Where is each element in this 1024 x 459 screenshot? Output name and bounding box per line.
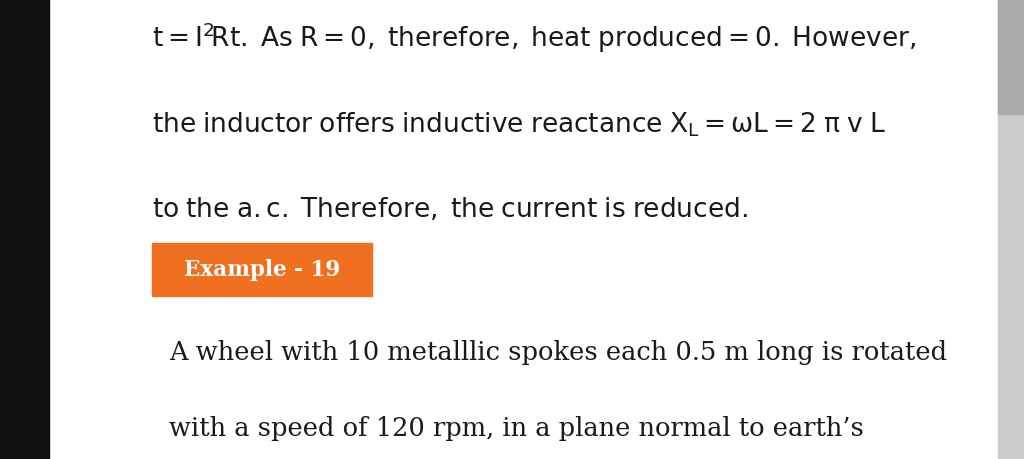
Bar <box>998 0 1024 115</box>
Text: Example - 19: Example - 19 <box>183 259 340 280</box>
Text: A wheel with 10 metalllic spokes each 0.5 m long is rotated: A wheel with 10 metalllic spokes each 0.… <box>169 340 947 364</box>
Text: $\mathrm{the\;inductor\;offers\;inductive\;reactance\;X_L = \omega L = 2\;\pi\;v: $\mathrm{the\;inductor\;offers\;inductiv… <box>152 110 886 139</box>
Text: with a speed of 120 rpm, in a plane normal to earth’s: with a speed of 120 rpm, in a plane norm… <box>169 415 864 440</box>
Text: $\mathrm{to\;the\;a.c.\;Therefore,\;the\;current\;is\;reduced.}$: $\mathrm{to\;the\;a.c.\;Therefore,\;the\… <box>152 195 748 222</box>
Text: $\mathrm{t = I^2\!Rt.\;As\;R = 0,\;therefore,\;heat\;produced = 0.\;However,}$: $\mathrm{t = I^2\!Rt.\;As\;R = 0,\;there… <box>152 21 915 55</box>
Bar <box>998 0 1024 459</box>
Bar <box>0 0 49 459</box>
FancyBboxPatch shape <box>152 243 372 296</box>
